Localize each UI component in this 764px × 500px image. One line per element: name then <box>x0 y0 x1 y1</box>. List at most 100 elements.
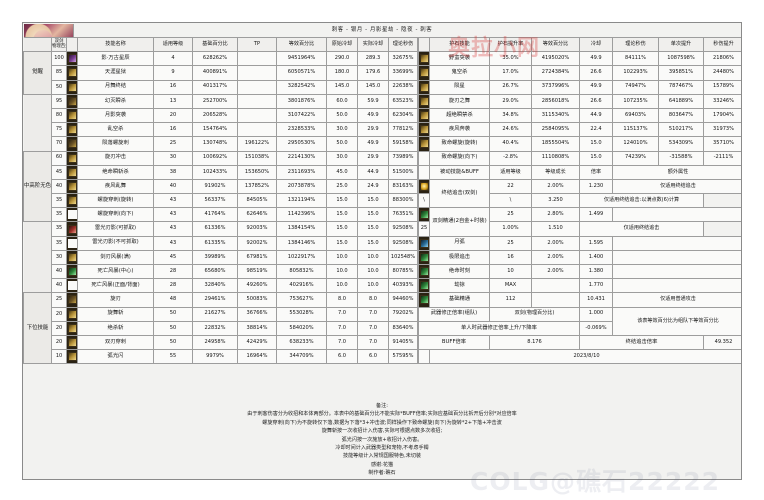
footnote-line: 感谢:花猫 <box>370 461 394 468</box>
passive-rate: 1.595 <box>579 235 613 251</box>
skill-icon-glyph <box>67 252 77 262</box>
skill-icon <box>66 249 78 266</box>
skill-cooldown-raw: 180.0 <box>326 65 358 81</box>
skill-dps: 77812% <box>388 122 418 138</box>
rune-icon-glyph <box>419 68 429 78</box>
skill-base-pct: 21627% <box>192 306 238 322</box>
col-header-dps: 理论秒伤 <box>388 36 418 53</box>
rune-icon-glyph <box>419 210 429 220</box>
col-header-passive-name: 被动技能&BUFF <box>429 164 490 180</box>
table-row: 致命螺旋(旋转) 40.4% 1855504% 15.0 124010% 534309% 3… <box>418 136 741 152</box>
skill-level: 40 <box>153 178 193 195</box>
rune-dps: 102293% <box>612 65 659 81</box>
skill-name: 死亡风暴(正面/背面) <box>77 278 154 294</box>
col-header-rune-name: 护石技能 <box>429 36 490 53</box>
skill-cooldown-real: 49.9 <box>357 107 389 124</box>
skill-damage-pct: 40 <box>51 278 67 294</box>
rune-single-gain: 1087598% <box>658 51 704 67</box>
table-row: 鬼空杀 17.0% 2724384% 26.6 102293% 395851% 24480% <box>418 65 741 81</box>
passive-rate: 3.250 <box>531 193 580 209</box>
passive-header-icon-spacer <box>418 164 430 180</box>
skill-cooldown-raw: 7.0 <box>326 334 358 351</box>
skill-base-pct: 102433% <box>192 164 238 180</box>
skill-icon-glyph <box>67 167 77 177</box>
skill-base-pct: 41764% <box>192 207 238 223</box>
table-row: 旋刃之舞 29.0% 2856018% 26.6 107235% 641889% 33246… <box>418 93 741 109</box>
rune-dps-gain: 21806% <box>703 51 741 67</box>
skill-icon <box>66 122 78 138</box>
table-row: 疾风奔袭 24.6% 2584095% 22.4 115137% 510217% 31973… <box>418 122 741 138</box>
skill-icon-glyph <box>67 196 77 206</box>
rune-icon-glyph <box>419 238 429 248</box>
rune-icon-glyph <box>419 54 429 64</box>
skill-icon <box>66 107 78 124</box>
skill-icon <box>66 334 78 351</box>
table-row: 75 乱空杀 16 154764% 2328533% 30.0 29.9 77812% <box>24 122 418 138</box>
skill-level: 43 <box>153 221 193 237</box>
col-header-damage-pct-line2: 物理百分比 <box>52 43 66 49</box>
skill-effective-pct: 638233% <box>276 334 327 351</box>
skill-group-label: 觉醒 <box>23 51 52 95</box>
footnote-line: 由于刺客伤害分为收招和本体两部分。本表中的基础百分比不能实际*BUFF倍率;实际… <box>247 411 517 418</box>
table-row: 致命螺旋(向下) -2.8% 1110808% 15.0 74239% -31588% -2… <box>418 150 741 166</box>
skill-damage-pct: 95 <box>51 93 67 109</box>
rune-icon <box>418 207 430 223</box>
skill-group-label: 中高阶无色 <box>23 150 52 223</box>
rune-cooldown: 26.6 <box>579 93 613 109</box>
skill-effective-pct: 2950530% <box>276 136 327 152</box>
passive-growth: 2.00% <box>531 249 580 266</box>
skill-icon <box>66 51 78 67</box>
skill-icon <box>66 150 78 166</box>
col-header-rune-dps: 理论秒伤 <box>612 36 659 53</box>
passive-level: 25 <box>418 221 430 237</box>
skill-cooldown-real: 29.9 <box>357 150 389 166</box>
passive-growth: 2.80% <box>531 207 580 223</box>
skill-dps: 79202% <box>388 306 418 322</box>
skill-icon <box>66 278 78 294</box>
table-row: 基础精通 112 10.431 仅适用普通攻击 <box>418 292 741 308</box>
skill-tp-pct <box>237 51 277 67</box>
rune-gain-rate: 17.0% <box>489 65 532 81</box>
skill-cooldown-real: 49.9 <box>357 136 389 152</box>
skill-dps: 94460% <box>388 292 418 308</box>
skill-level: 25 <box>153 136 193 152</box>
skill-effective-pct: 2214130% <box>276 150 327 166</box>
rune-icon-glyph <box>419 252 429 262</box>
skill-tp-pct: 92003% <box>237 221 277 237</box>
buff-rate-label: BUFF倍率 <box>418 334 490 351</box>
passive-extra <box>612 235 741 251</box>
skill-name: 雷光刃影(可抓取) <box>77 221 154 237</box>
skill-damage-pct: 60 <box>51 150 67 166</box>
skill-cooldown-real: 15.0 <box>357 235 389 251</box>
rune-gain-rate: 34.8% <box>489 107 532 124</box>
skill-name: 旋刃 <box>77 292 154 308</box>
rune-cooldown: 44.9 <box>579 107 613 124</box>
skill-name: 旋刃冲击 <box>77 150 154 166</box>
skill-dps: 22638% <box>388 79 418 95</box>
table-row: 中高阶无色 60 旋刃冲击 30 100692% 151038% 2214130% 30.0 2… <box>23 150 418 223</box>
skill-dps: 40393% <box>388 278 418 294</box>
passive-growth: 2.00% <box>531 178 580 195</box>
skill-base-pct: 400891% <box>192 65 238 81</box>
col-header-cooldown-real: 实际冷却 <box>357 36 389 53</box>
skill-cooldown-real: 15.0 <box>357 207 389 223</box>
skill-cooldown-raw: 15.0 <box>326 221 358 237</box>
col-header-skill-icon <box>66 36 78 53</box>
buff-rate-value: 8.176 <box>489 334 580 351</box>
skill-effective-pct: 402916% <box>276 278 327 294</box>
skill-effective-pct: 584020% <box>276 320 327 336</box>
skill-tp-pct: 62646% <box>237 207 277 223</box>
footnote-line: 弧光闪按一次施放+收招计入伤害。 <box>341 436 423 443</box>
table-row: 35 雷光刃影(不可抓取) 43 61335% 92002% 1384146% 15.0 15… <box>24 235 418 251</box>
rune-dps: 107235% <box>612 93 659 109</box>
skill-damage-pct: 35 <box>51 207 67 223</box>
skill-base-pct: 91902% <box>192 178 238 195</box>
skill-cooldown-real: 6.0 <box>357 349 389 365</box>
skill-level: 48 <box>153 292 193 308</box>
skill-base-pct: 39989% <box>192 249 238 266</box>
skill-dps: 62304% <box>388 107 418 124</box>
data-tables-wrapper: 双剑 物理百分比 技能名称 适用等级 基础百分比 TP 等效百分比 原始冷却 实… <box>23 36 741 365</box>
skill-damage-pct: 80 <box>51 107 67 124</box>
rune-single-gain: 641889% <box>658 93 704 109</box>
skill-base-pct: 206528% <box>192 107 238 124</box>
